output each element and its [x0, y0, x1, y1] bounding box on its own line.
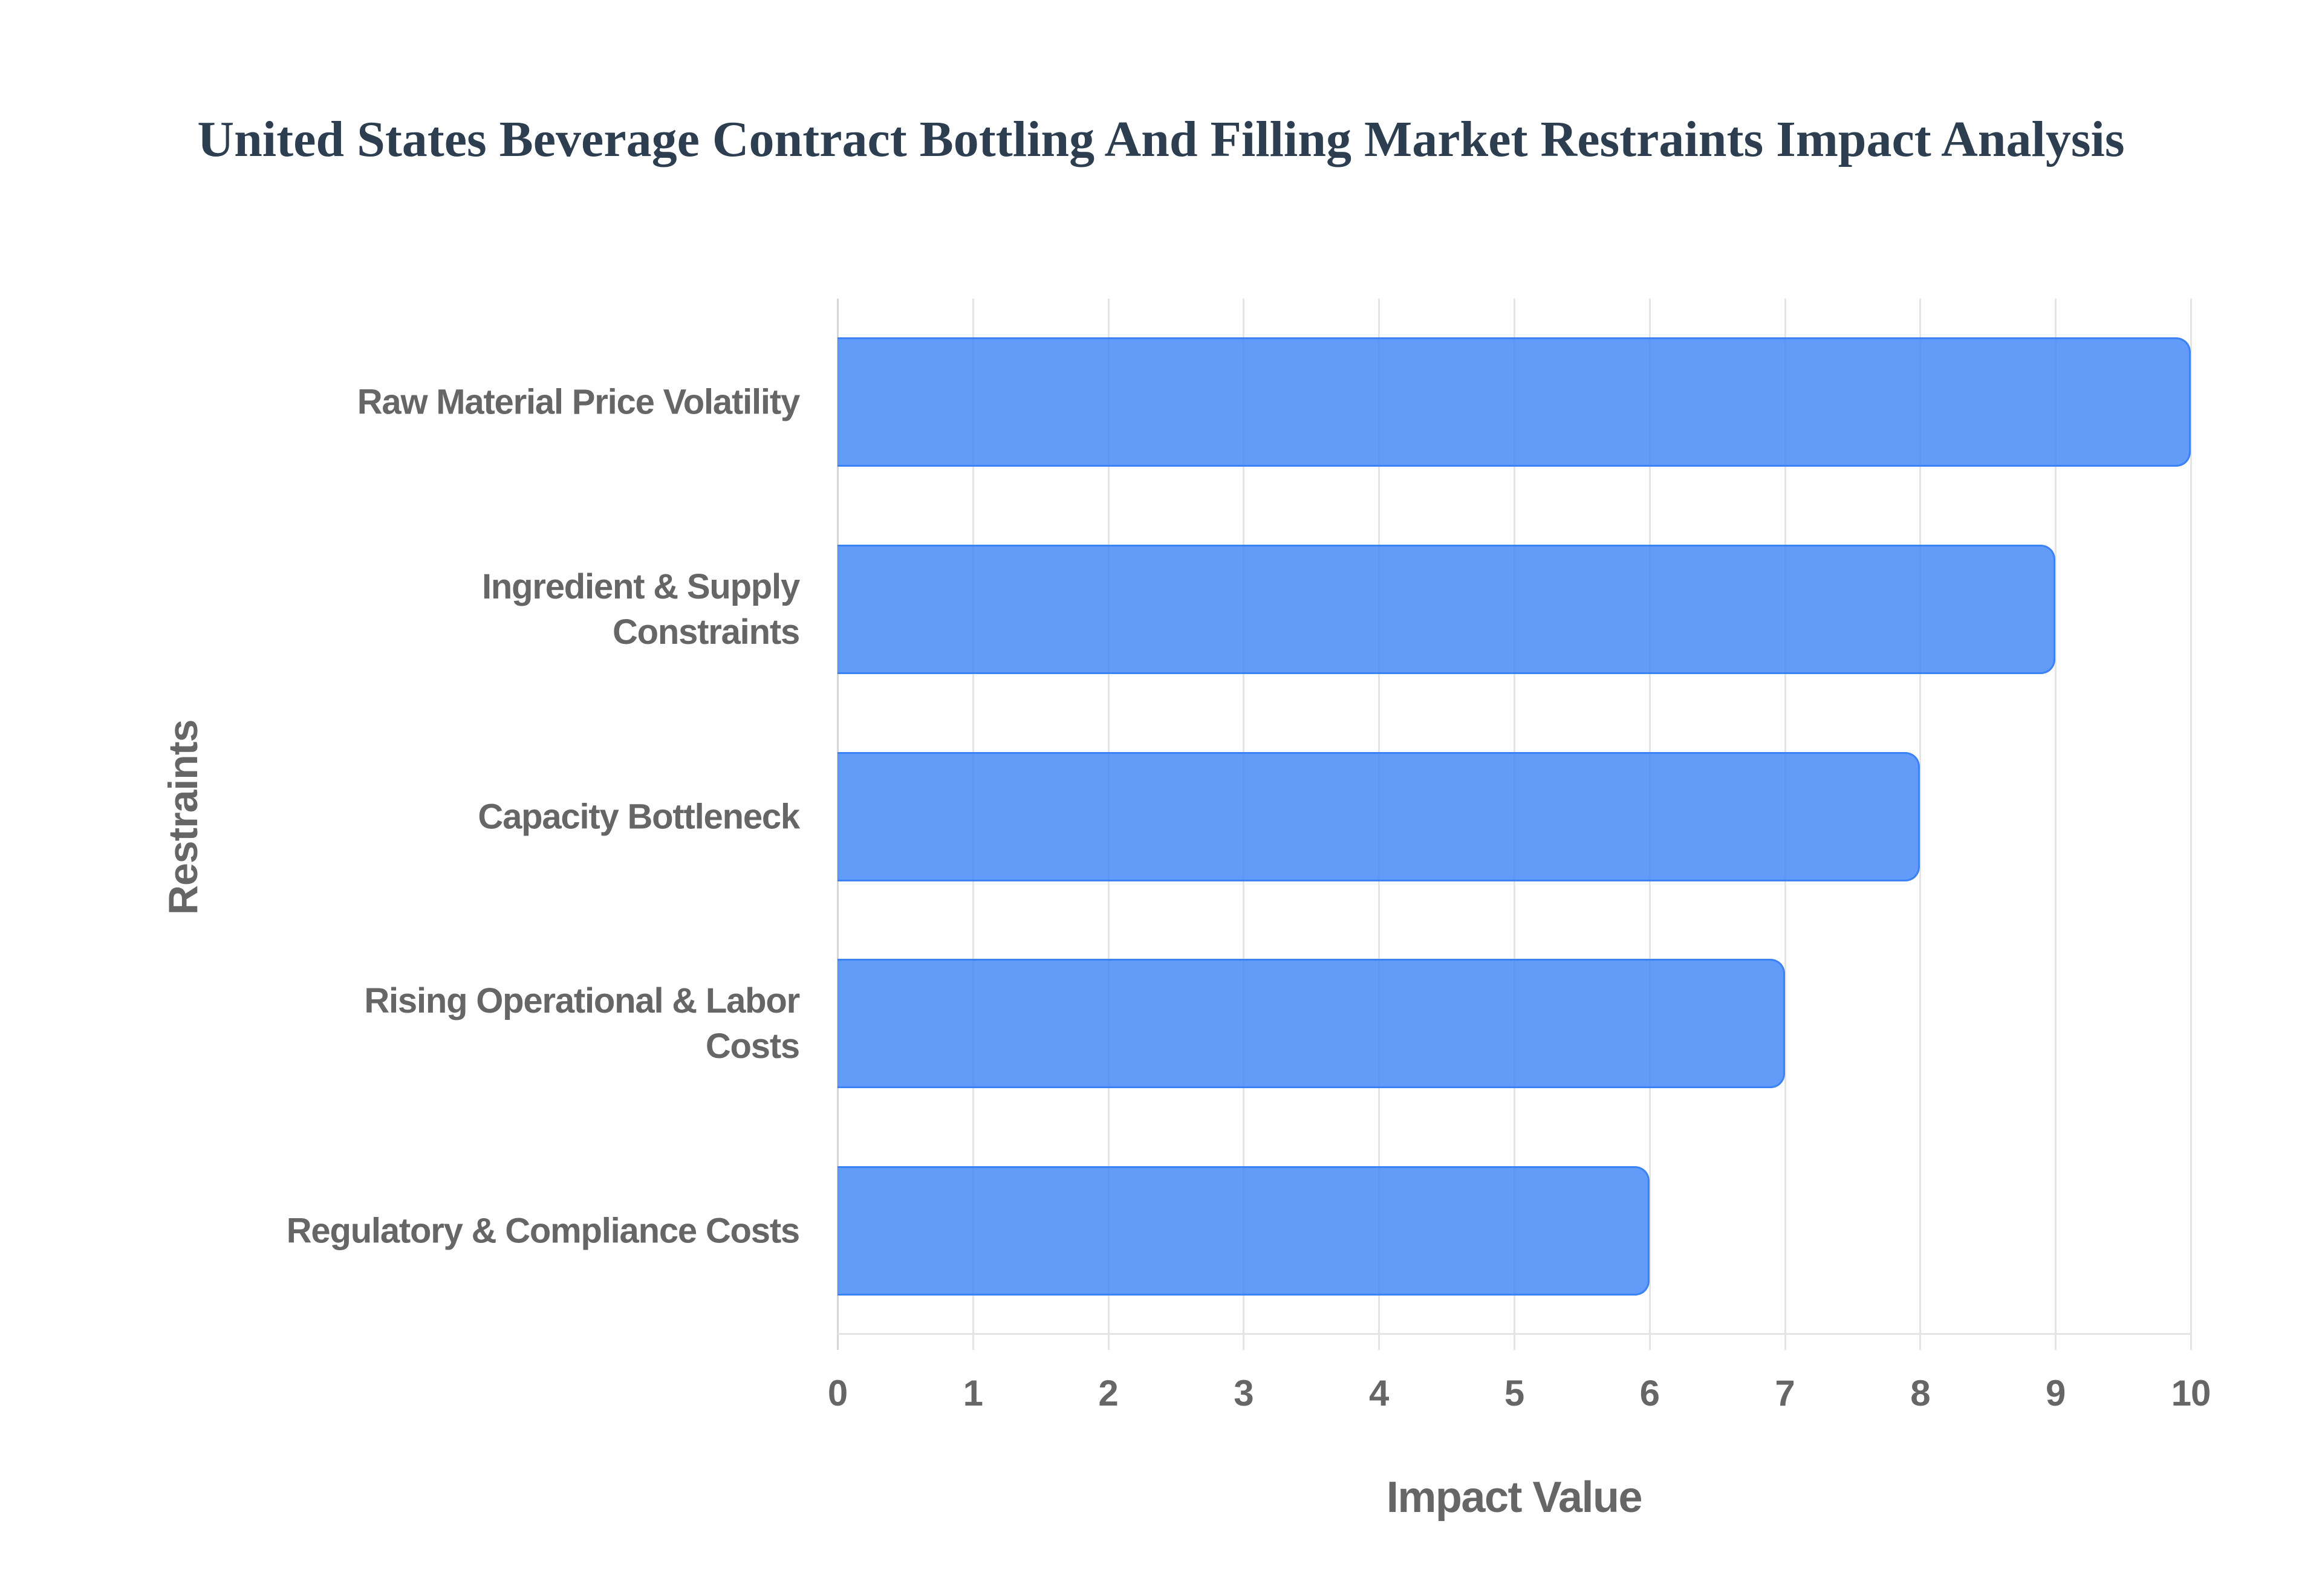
x-axis-line [837, 1333, 2192, 1335]
x-tick-label: 6 [1639, 1373, 1660, 1413]
x-tick-label: 1 [963, 1373, 983, 1413]
category-label-line: Constraints [612, 612, 800, 652]
x-tick-label: 0 [827, 1373, 848, 1413]
bar[interactable] [837, 544, 2056, 674]
y-axis-title: Restraints [160, 719, 206, 915]
category-label-line: Regulatory & Compliance Costs [286, 1211, 800, 1251]
bar[interactable] [837, 337, 2191, 467]
bar[interactable] [837, 1166, 1650, 1296]
category-label: Rising Operational & Labor Costs [255, 978, 800, 1069]
category-label-line: Raw Material Price Volatility [357, 382, 800, 422]
category-label-line: Rising Operational & Labor [364, 981, 800, 1021]
x-tick-label: 8 [1910, 1373, 1930, 1413]
category-label-line: Ingredient & Supply [482, 566, 800, 606]
category-label-line: Costs [705, 1027, 800, 1066]
category-label: Ingredient & Supply Constraints [255, 564, 800, 655]
category-label: Regulatory & Compliance Costs [255, 1208, 800, 1253]
plot-area [837, 299, 2192, 1350]
x-axis-title: Impact Value [1386, 1473, 1643, 1522]
x-tick-label: 7 [1775, 1373, 1795, 1413]
category-label: Capacity Bottleneck [255, 794, 800, 839]
x-tick-label: 5 [1504, 1373, 1524, 1413]
x-tick-label: 9 [2046, 1373, 2066, 1413]
gridline [2055, 299, 2057, 1350]
category-label: Raw Material Price Volatility [255, 380, 800, 425]
x-tick-label: 2 [1098, 1373, 1118, 1413]
category-label-line: Capacity Bottleneck [478, 797, 800, 836]
chart-title: United States Beverage Contract Bottling… [197, 111, 2125, 167]
gridline [1919, 299, 1922, 1350]
bar[interactable] [837, 751, 1920, 881]
x-tick-label: 3 [1234, 1373, 1254, 1413]
x-tick-label: 10 [2171, 1373, 2211, 1413]
x-tick-label: 4 [1369, 1373, 1389, 1413]
bar[interactable] [837, 959, 1785, 1089]
gridline [2190, 299, 2192, 1350]
